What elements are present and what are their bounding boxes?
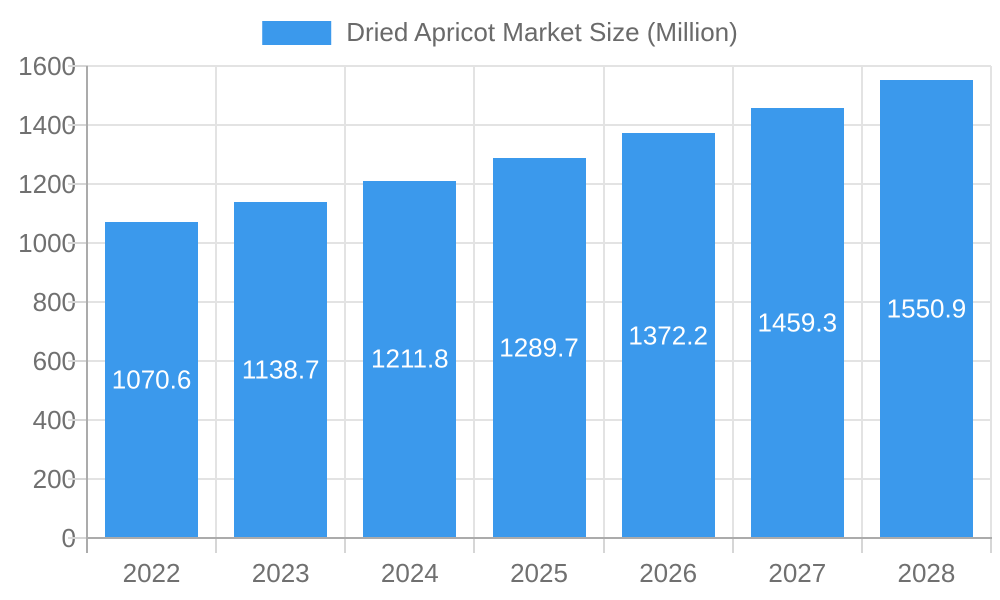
y-axis-label: 0 (0, 524, 76, 552)
bar-value-label: 1211.8 (371, 343, 449, 374)
y-axis-tick (68, 65, 88, 67)
bar-value-label: 1289.7 (499, 332, 579, 363)
x-gridline (602, 66, 605, 538)
bar-2027[interactable]: 1459.3 (750, 107, 844, 538)
bar-value-label: 1372.2 (628, 320, 708, 351)
y-axis-label: 400 (32, 405, 76, 435)
x-axis-tick (731, 538, 734, 553)
bar-2025[interactable]: 1289.7 (492, 157, 586, 538)
bar-2023[interactable]: 1138.7 (234, 202, 328, 538)
bar-value-label: 1550.9 (886, 293, 967, 324)
x-axis-label: 2025 (510, 558, 568, 588)
y-axis-tick (68, 537, 88, 539)
y-axis-tick (68, 301, 88, 303)
y-axis-label: 1400 (18, 110, 76, 140)
legend[interactable]: Dried Apricot Market Size (Million) (262, 17, 738, 48)
x-gridline (215, 66, 218, 538)
bar-value-label: 1138.7 (241, 354, 320, 385)
y-axis-label: 200 (32, 464, 76, 494)
y-axis-label: 600 (32, 346, 76, 376)
y-axis-label: 1200 (18, 169, 76, 199)
bar-value-label: 1459.3 (757, 307, 838, 338)
x-axis-tick (473, 538, 476, 553)
y-gridline (87, 65, 991, 67)
bar-2024[interactable]: 1211.8 (363, 180, 457, 538)
y-axis-tick (68, 360, 88, 362)
x-axis-label: 2027 (768, 558, 827, 588)
bar-2022[interactable]: 1070.6 (105, 222, 199, 538)
y-axis-tick (68, 183, 88, 185)
bar-2026[interactable]: 1372.2 (621, 133, 715, 538)
x-axis-label: 2026 (639, 558, 698, 588)
x-gridline (473, 66, 476, 538)
bar-2028[interactable]: 1550.9 (879, 80, 973, 538)
x-axis-label: 2023 (251, 558, 310, 588)
y-axis-tick (68, 124, 88, 126)
x-gridline (860, 66, 863, 538)
x-axis-tick (215, 538, 218, 553)
x-gridline (731, 66, 734, 538)
legend-swatch (262, 20, 332, 45)
x-axis-label: 2028 (897, 558, 956, 588)
y-axis-line (86, 66, 88, 553)
x-axis-line (86, 537, 992, 539)
legend-label: Dried Apricot Market Size (Million) (346, 17, 738, 47)
x-axis-label: 2022 (122, 558, 181, 588)
y-axis-tick (68, 478, 88, 480)
x-axis-tick (602, 538, 605, 553)
bar-value-label: 1070.6 (111, 364, 192, 395)
x-axis-label: 2024 (380, 558, 439, 588)
y-axis-tick (68, 242, 88, 244)
y-axis-label: 1000 (18, 228, 76, 258)
x-gridline (990, 66, 992, 538)
y-axis-label: 800 (32, 287, 76, 317)
x-axis-tick (860, 538, 863, 553)
x-gridline (344, 66, 347, 538)
x-axis-tick (344, 538, 347, 553)
y-axis-label: 1600 (18, 51, 76, 81)
x-axis-tick (990, 538, 992, 553)
y-axis-tick (68, 419, 88, 421)
y-gridline (87, 124, 991, 126)
